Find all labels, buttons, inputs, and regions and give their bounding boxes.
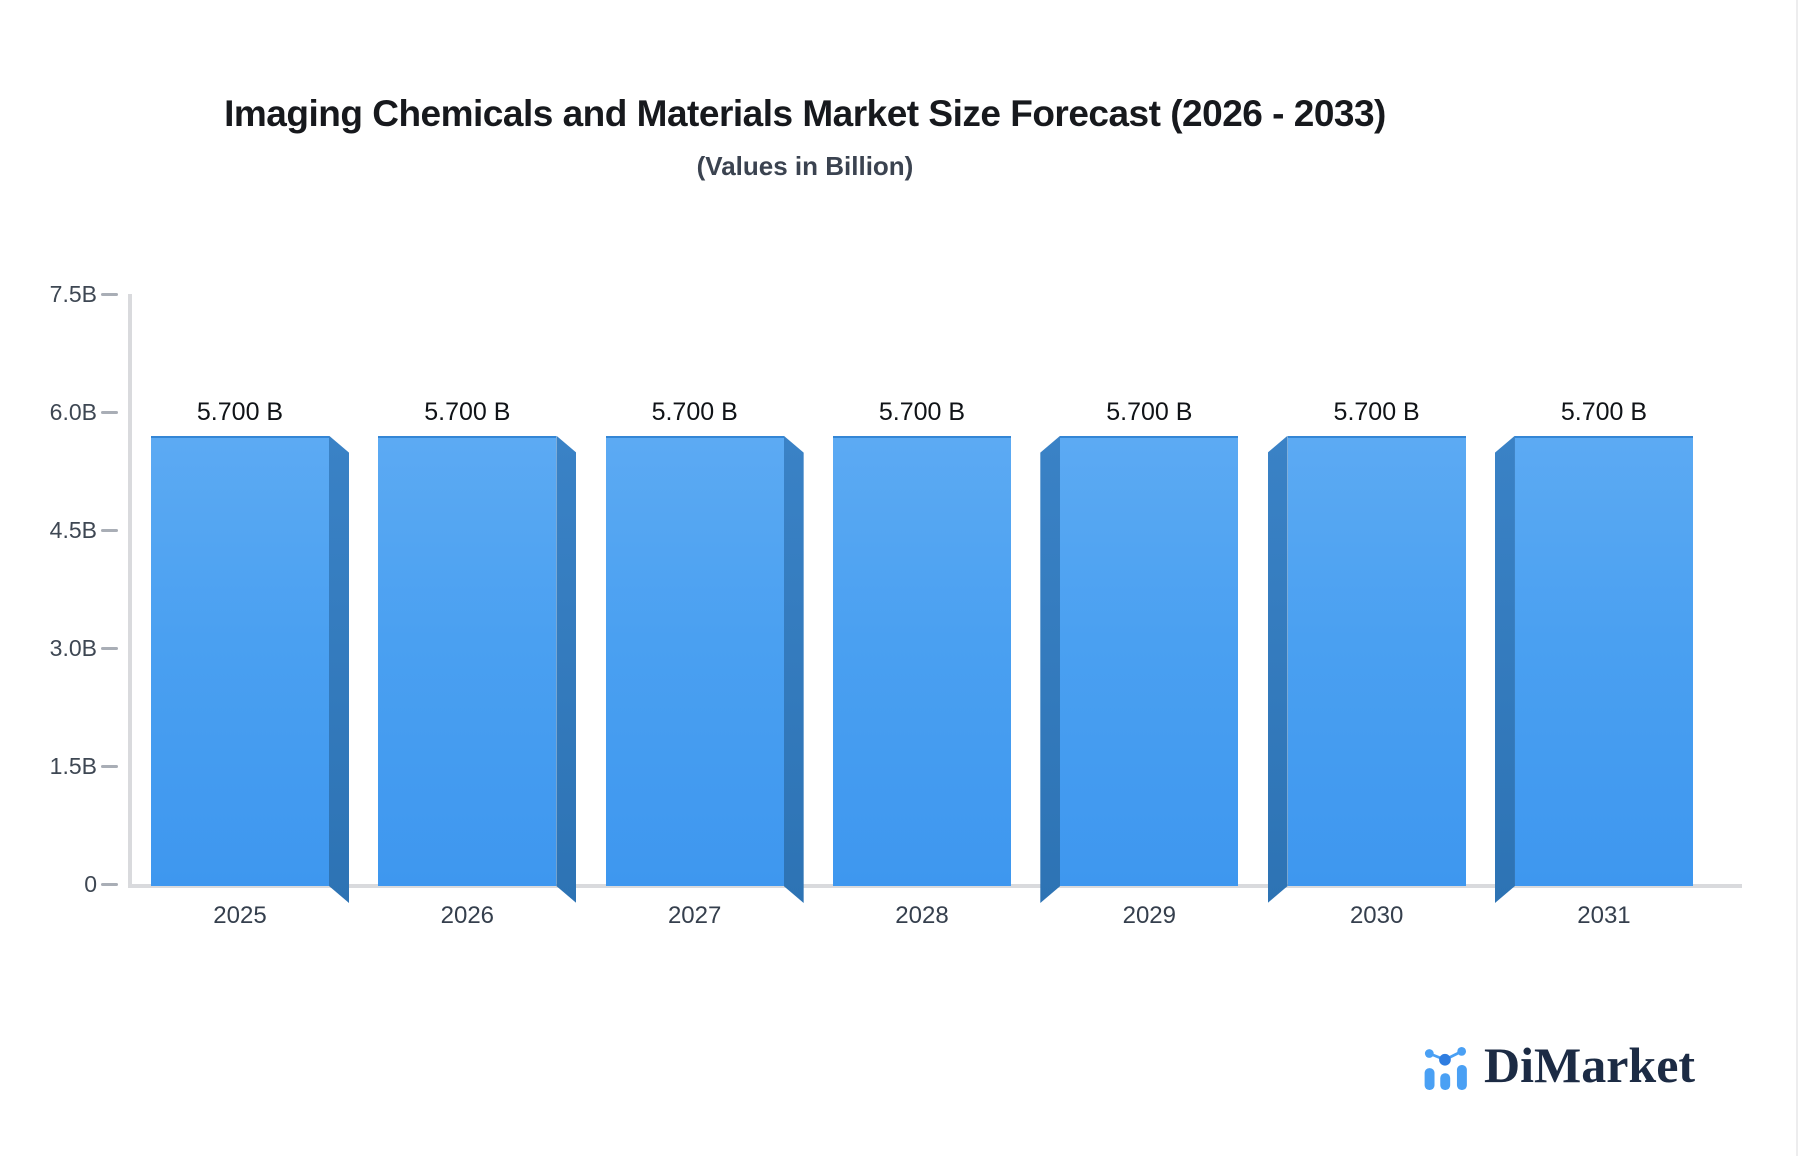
y-tick-label-4.5B: 4.5B xyxy=(49,517,97,543)
y-tick-mark xyxy=(101,883,118,886)
y-tick-mark xyxy=(101,765,118,768)
bar-value-label-2027: 5.700 B xyxy=(651,397,738,426)
y-axis-line xyxy=(128,294,132,888)
bar-value-label-2025: 5.700 B xyxy=(196,397,284,426)
chart-title: Imaging Chemicals and Materials Market S… xyxy=(224,93,1386,134)
bar-side-face-2027 xyxy=(784,436,804,903)
bar-value-label-2028: 5.700 B xyxy=(878,397,966,426)
x-tick-label-2028: 2028 xyxy=(895,902,949,929)
y-tick-mark xyxy=(101,529,118,532)
y-tick-label-0: 0 xyxy=(84,871,97,897)
y-tick-label-1.5B: 1.5B xyxy=(49,753,97,779)
bar-side-face-2029 xyxy=(1040,436,1060,903)
x-tick-label-2027: 2027 xyxy=(667,902,722,929)
dimarket-logo[interactable]: DiMarket xyxy=(1422,1040,1695,1090)
bar-side-face-2025 xyxy=(329,436,349,903)
chart-header: Imaging Chemicals and Materials Market S… xyxy=(0,93,1610,182)
bar-side-face-2030 xyxy=(1268,436,1288,903)
bar-side-face-2031 xyxy=(1495,436,1515,903)
bar-2027[interactable] xyxy=(605,435,784,886)
bar-2031[interactable] xyxy=(1514,435,1693,886)
y-tick-label-6.0B: 6.0B xyxy=(49,399,97,425)
y-tick-mark xyxy=(101,293,118,296)
x-tick-label-2031: 2031 xyxy=(1577,902,1631,929)
y-tick-label-7.5B: 7.5B xyxy=(49,281,97,307)
chart-subtitle: (Values in Billion) xyxy=(696,151,914,181)
page-right-edge xyxy=(1796,0,1798,1156)
x-tick-label-2030: 2030 xyxy=(1349,902,1404,929)
bar-value-label-2031: 5.700 B xyxy=(1560,397,1648,426)
bar-2026[interactable] xyxy=(378,435,557,886)
x-tick-label-2025: 2025 xyxy=(213,902,267,929)
y-tick-label-3.0B: 3.0B xyxy=(49,635,97,661)
x-axis-line xyxy=(128,884,1742,888)
y-tick-mark xyxy=(101,411,118,414)
bar-2029[interactable] xyxy=(1060,435,1239,886)
bar-chart-logo-icon xyxy=(1424,1047,1467,1090)
x-tick-label-2026: 2026 xyxy=(440,902,495,929)
bar-2028[interactable] xyxy=(832,435,1011,886)
x-tick-label-2029: 2029 xyxy=(1122,902,1176,929)
bar-side-face-2026 xyxy=(556,436,576,903)
bar-value-label-2030: 5.700 B xyxy=(1333,397,1420,426)
logo-text: DiMarket xyxy=(1484,1037,1696,1093)
y-tick-mark xyxy=(101,647,118,650)
bar-value-label-2029: 5.700 B xyxy=(1106,397,1193,426)
bar-value-label-2026: 5.700 B xyxy=(424,397,511,426)
bar-2030[interactable] xyxy=(1287,435,1466,886)
bar-2025[interactable] xyxy=(151,435,329,886)
